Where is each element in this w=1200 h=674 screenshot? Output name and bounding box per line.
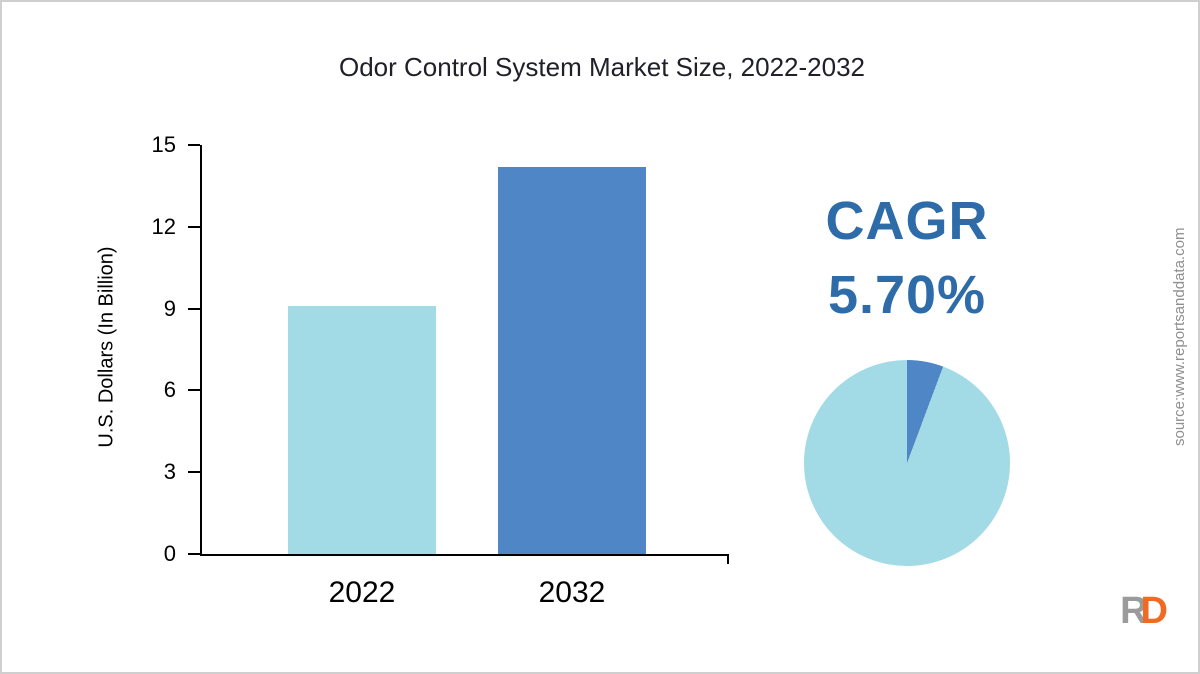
cagr-pie-chart [804,360,1010,566]
y-tick-mark [188,144,200,146]
x-tick-label: 2032 [538,576,606,609]
y-axis-label: U.S. Dollars (In Billion) [95,246,118,448]
bar-2022 [288,306,436,554]
y-tick-label: 3 [163,459,176,485]
y-axis-line [200,145,202,556]
x-axis-end-tick [727,556,729,564]
bar-2032 [498,167,646,554]
y-tick-mark [188,225,200,228]
chart-title: Odor Control System Market Size, 2022-20… [338,52,866,82]
x-axis-line [200,554,729,556]
y-tick-mark [188,553,200,555]
plot-area: 0 3 6 9 12 15 2022 2032 [152,132,729,609]
logo-letter-r: R [1120,590,1148,632]
y-tick-label: 15 [151,132,176,157]
y-tick-mark [188,471,200,474]
x-tick-label: 2022 [328,576,396,609]
y-tick-label: 9 [163,295,176,321]
y-tick-label: 0 [163,541,176,566]
logo-letter-d: D [1140,590,1168,632]
reportsanddata-logo: RD [1120,592,1168,630]
cagr-value: 5.70% [827,265,987,325]
cagr-label: CAGR [825,191,989,251]
source-attribution: source:www.reportsanddata.com [1171,227,1188,447]
y-tick-mark [188,307,200,310]
y-tick-mark [188,389,200,392]
y-tick-label: 12 [151,213,176,239]
y-tick-label: 6 [163,377,176,403]
